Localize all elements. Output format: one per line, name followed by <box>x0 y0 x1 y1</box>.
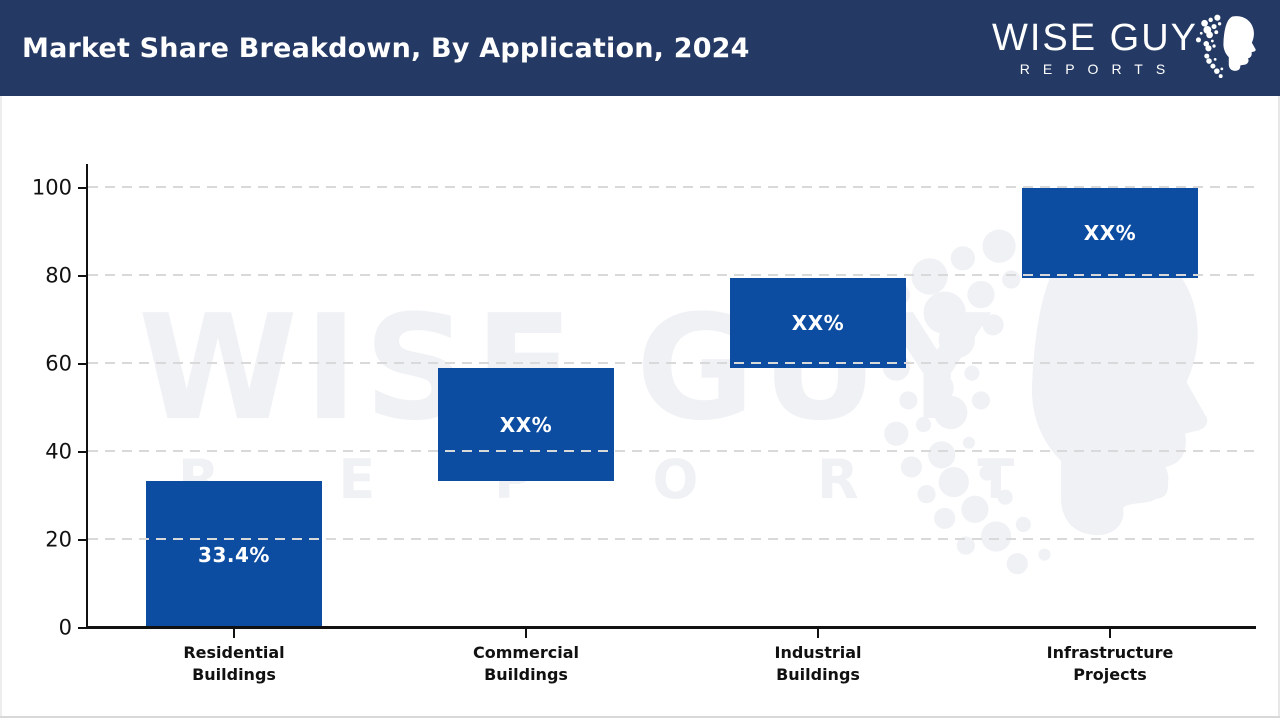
gridline-20 <box>88 538 1256 540</box>
category-label-industrial: Industrial Buildings <box>672 642 964 685</box>
bar-value-label: XX% <box>791 311 845 336</box>
bar-slot-infrastructure: XX% <box>964 188 1256 628</box>
x-axis-tick <box>525 629 527 638</box>
bar-infrastructure-projects: XX% <box>1022 188 1198 278</box>
category-label-commercial: Commercial Buildings <box>380 642 672 685</box>
y-axis-tick <box>78 187 86 189</box>
x-axis-line <box>86 626 1256 629</box>
gridline-40 <box>88 450 1256 452</box>
y-axis-tick-label: 80 <box>45 263 72 288</box>
frame-border-left <box>0 96 2 716</box>
logo: WISE GUY REPORTS <box>992 13 1258 83</box>
x-axis-tick <box>1109 629 1111 638</box>
x-axis-tick <box>817 629 819 638</box>
bar-value-label: XX% <box>1083 220 1137 245</box>
x-axis-ticks <box>88 629 1256 638</box>
frame-border-right <box>1278 96 1280 716</box>
bar-commercial-buildings: XX% <box>438 368 614 482</box>
y-axis-tick <box>78 539 86 541</box>
bar-value-label: 33.4% <box>198 542 270 567</box>
category-label-line: Commercial <box>472 643 580 662</box>
category-label-line: Buildings <box>192 664 276 684</box>
page-title: Market Share Breakdown, By Application, … <box>22 32 750 64</box>
category-label-residential: Residential Buildings <box>88 642 380 685</box>
bar-slot-commercial: XX% <box>380 188 672 628</box>
plot-area: 33.4% XX% XX% XX% <box>88 186 1256 628</box>
bar-value-label: XX% <box>499 412 553 437</box>
y-axis-tick-label: 0 <box>58 615 72 640</box>
frame-border-bottom <box>0 716 1280 718</box>
category-label-line: Industrial <box>774 643 862 662</box>
category-label-line: Buildings <box>484 664 568 684</box>
gridline-80 <box>88 274 1256 276</box>
chart-area: WISE GUY R E P O R T S 0 20 40 60 80 100 <box>0 96 1280 720</box>
y-axis-tick <box>78 363 86 365</box>
y-axis-labels: 0 20 40 60 80 100 <box>0 177 72 638</box>
category-label-line: Residential <box>183 643 285 662</box>
y-axis-tick-label: 100 <box>31 175 72 200</box>
logo-wiseguy-text: WISE GUY <box>991 17 1198 59</box>
y-axis-ticks <box>78 187 86 629</box>
x-axis-category-labels: Residential Buildings Commercial Buildin… <box>88 642 1256 685</box>
category-label-line: Projects <box>1073 664 1147 684</box>
y-axis-tick <box>78 451 86 453</box>
logo-reports-text: REPORTS <box>1019 61 1179 77</box>
gridline-100 <box>88 186 1256 188</box>
y-axis-tick-label: 60 <box>45 351 72 376</box>
x-axis-tick <box>233 629 235 638</box>
header-bar: Market Share Breakdown, By Application, … <box>0 0 1280 96</box>
y-axis-tick-label: 20 <box>45 527 72 552</box>
y-axis-tick <box>78 275 86 277</box>
y-axis-tick-label: 40 <box>45 439 72 464</box>
logo-face-icon <box>1195 14 1256 79</box>
bar-industrial-buildings: XX% <box>730 277 906 369</box>
logo-text: WISE GUY REPORTS <box>992 19 1198 77</box>
category-label-line: Infrastructure <box>1046 643 1174 662</box>
gridline-60 <box>88 362 1256 364</box>
bar-slot-residential: 33.4% <box>88 188 380 628</box>
bar-residential-buildings: 33.4% <box>146 481 322 628</box>
y-axis-line <box>86 164 88 629</box>
category-label-line: Buildings <box>776 664 860 684</box>
watermark-face <box>882 229 1208 575</box>
category-label-infrastructure: Infrastructure Projects <box>964 642 1256 685</box>
bar-slot-industrial: XX% <box>672 188 964 628</box>
y-axis-tick <box>78 627 86 629</box>
